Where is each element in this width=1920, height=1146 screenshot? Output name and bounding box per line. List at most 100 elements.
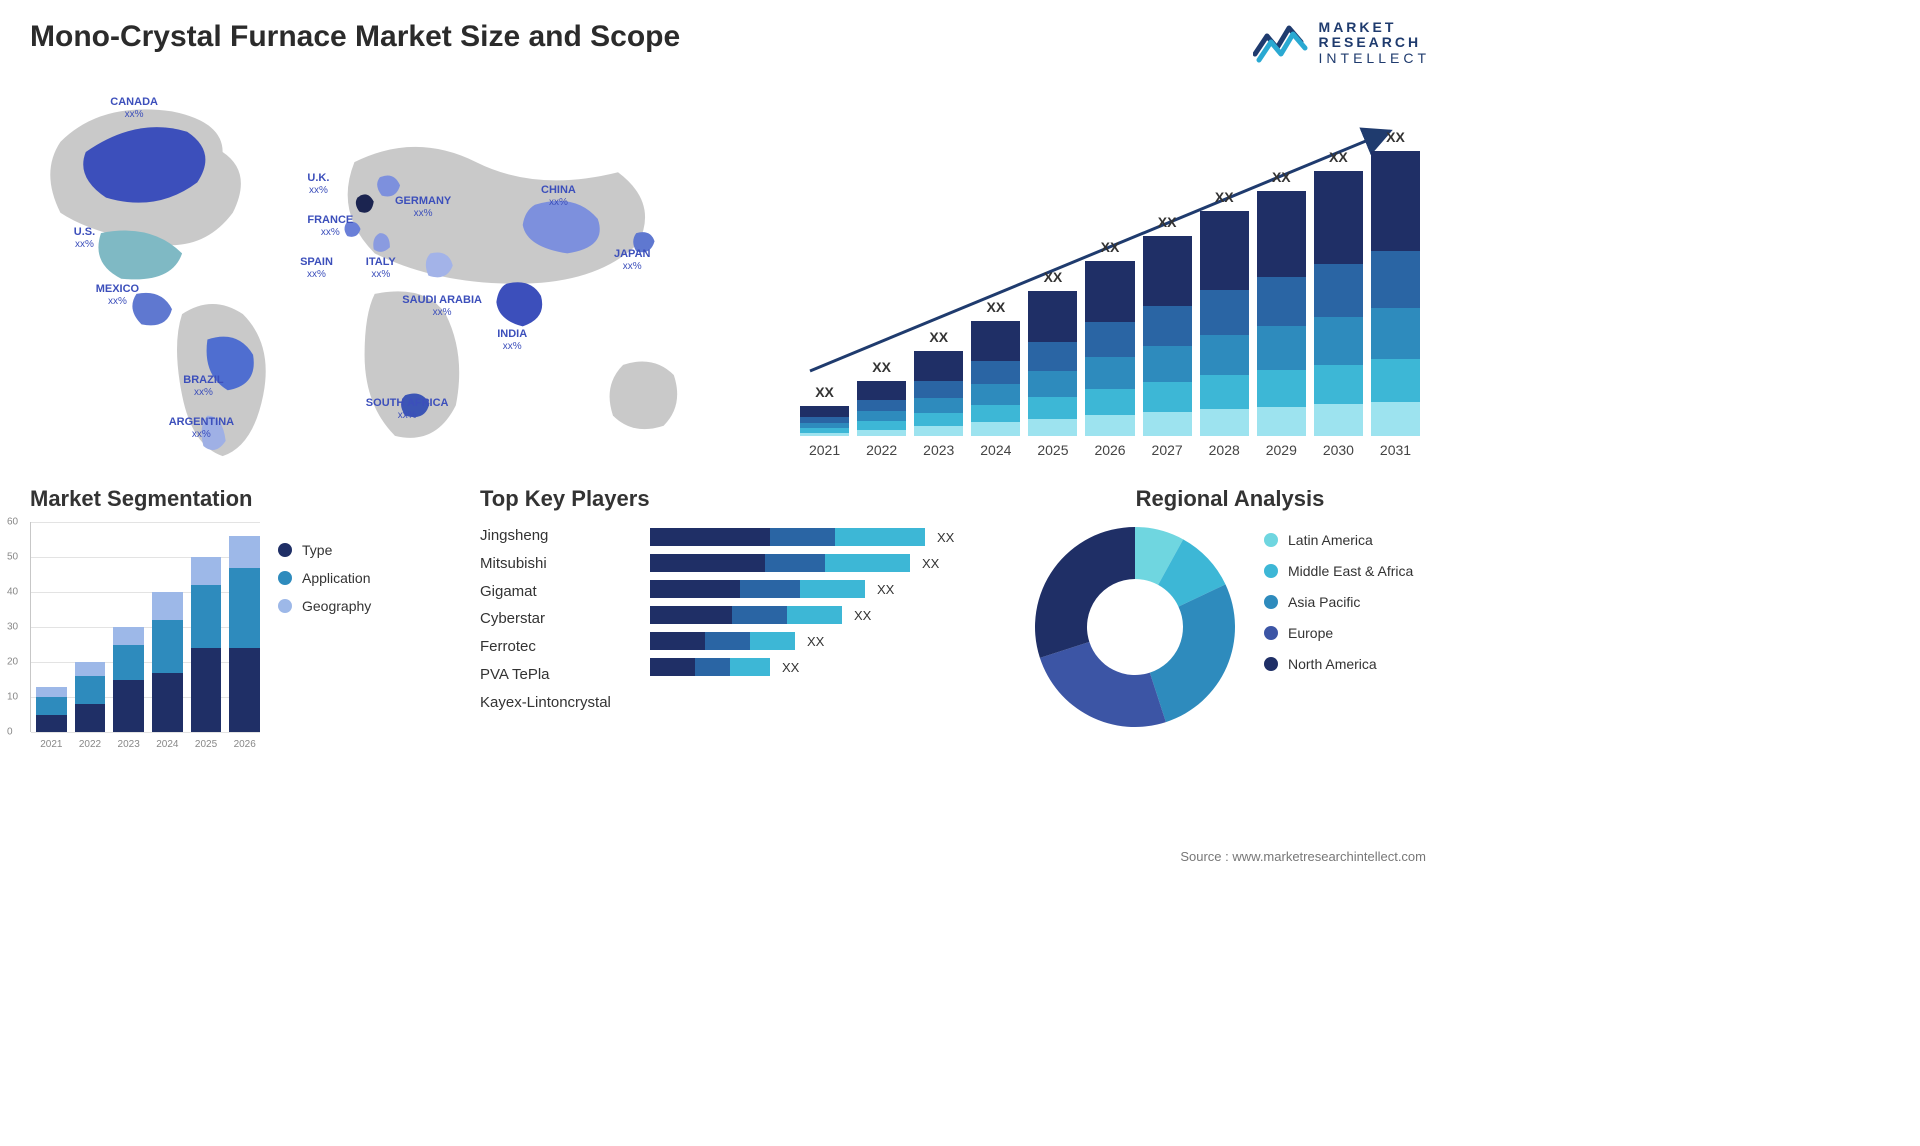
map-label: ARGENTINAxx% [169, 416, 234, 440]
map-label: BRAZILxx% [183, 374, 223, 398]
logo-line1: MARKET [1319, 20, 1430, 35]
growth-bar-value: XX [914, 329, 963, 345]
segmentation-bar: 2025 [191, 557, 222, 732]
growth-bar-year: 2021 [800, 442, 849, 458]
segmentation-xlabel: 2023 [113, 739, 144, 750]
player-name: PVA TePla [480, 661, 630, 689]
players-names: JingshengMitsubishiGigamatCyberstarFerro… [480, 522, 630, 716]
player-bar-value: XX [922, 556, 939, 571]
player-bar-row: XX [650, 528, 954, 546]
segmentation-bar: 2021 [36, 687, 67, 733]
legend-item: Application [278, 570, 371, 586]
page-title: Mono-Crystal Furnace Market Size and Sco… [30, 20, 680, 54]
players-bars: XX XX XX XX XX XX [650, 528, 954, 716]
segmentation-xlabel: 2025 [191, 739, 222, 750]
map-label: MEXICOxx% [96, 283, 139, 307]
segmentation-title: Market Segmentation [30, 486, 450, 512]
player-name: Cyberstar [480, 605, 630, 633]
growth-bar-value: XX [1028, 269, 1077, 285]
growth-bar-year: 2031 [1371, 442, 1420, 458]
segmentation-xlabel: 2022 [75, 739, 106, 750]
player-bar-value: XX [807, 634, 824, 649]
regional-title: Regional Analysis [1030, 486, 1430, 512]
player-name: Ferrotec [480, 633, 630, 661]
segmentation-xlabel: 2026 [229, 739, 260, 750]
segmentation-bar: 2023 [113, 627, 144, 732]
segmentation-bar: 2026 [229, 536, 260, 732]
growth-bar: XX2028 [1200, 211, 1249, 436]
growth-bar-value: XX [1085, 239, 1134, 255]
growth-bar: XX2023 [914, 351, 963, 436]
growth-bar-year: 2027 [1143, 442, 1192, 458]
legend-item: Geography [278, 598, 371, 614]
player-bar-value: XX [782, 660, 799, 675]
growth-bar: XX2029 [1257, 191, 1306, 436]
map-label: GERMANYxx% [395, 195, 451, 219]
growth-bar-value: XX [800, 384, 849, 400]
growth-bar-year: 2022 [857, 442, 906, 458]
regional-chart: Latin America Middle East & Africa Asia Pa… [1030, 522, 1430, 732]
source-text: Source : www.marketresearchintellect.com [1180, 849, 1426, 864]
growth-bar-year: 2023 [914, 442, 963, 458]
player-name: Gigamat [480, 578, 630, 606]
player-bar-row: XX [650, 606, 954, 624]
world-map-panel: CANADAxx% U.S.xx% MEXICOxx% BRAZILxx% ARGENT… [30, 81, 760, 461]
growth-bar-year: 2026 [1085, 442, 1134, 458]
legend-item: Type [278, 542, 371, 558]
donut-slice [1035, 527, 1135, 658]
logo-mark-icon [1253, 20, 1309, 66]
growth-bar: XX2021 [800, 406, 849, 436]
segmentation-bar: 2024 [152, 592, 183, 732]
map-label: CHINAxx% [541, 184, 576, 208]
growth-bar: XX2022 [857, 381, 906, 436]
growth-bar-value: XX [1371, 129, 1420, 145]
map-label: FRANCExx% [307, 214, 353, 238]
player-name: Kayex-Lintoncrystal [480, 689, 630, 717]
segmentation-bar: 2022 [75, 662, 106, 732]
growth-bar: XX2024 [971, 321, 1020, 436]
map-label: SAUDI ARABIAxx% [402, 294, 482, 318]
growth-bar: XX2026 [1085, 261, 1134, 436]
map-label: SPAINxx% [300, 256, 333, 280]
logo-line3: INTELLECT [1319, 51, 1430, 66]
segmentation-xlabel: 2021 [36, 739, 67, 750]
growth-bar-value: XX [857, 359, 906, 375]
map-label: SOUTH AFRICAxx% [366, 397, 449, 421]
regional-donut [1030, 522, 1240, 732]
player-bar-value: XX [937, 530, 954, 545]
growth-bar: XX2030 [1314, 171, 1363, 436]
legend-item: Asia Pacific [1264, 594, 1413, 610]
map-label: U.S.xx% [74, 226, 95, 250]
player-bar-row: XX [650, 658, 954, 676]
legend-item: Latin America [1264, 532, 1413, 548]
donut-slice [1150, 585, 1235, 723]
growth-bar-value: XX [1143, 214, 1192, 230]
segmentation-legend: Type Application Geography [278, 522, 371, 732]
growth-bar-year: 2030 [1314, 442, 1363, 458]
growth-bar: XX2025 [1028, 291, 1077, 436]
player-name: Jingsheng [480, 522, 630, 550]
player-bar-value: XX [877, 582, 894, 597]
growth-bar-value: XX [1257, 169, 1306, 185]
growth-bar: XX2031 [1371, 151, 1420, 436]
map-label: JAPANxx% [614, 248, 650, 272]
growth-bar-year: 2025 [1028, 442, 1077, 458]
legend-item: Middle East & Africa [1264, 563, 1413, 579]
logo-line2: RESEARCH [1319, 35, 1430, 50]
player-bar-row: XX [650, 580, 954, 598]
legend-item: Europe [1264, 625, 1413, 641]
map-label: INDIAxx% [497, 328, 527, 352]
player-bar-value: XX [854, 608, 871, 623]
map-label: CANADAxx% [110, 96, 158, 120]
growth-bar: XX2027 [1143, 236, 1192, 436]
growth-bar-year: 2028 [1200, 442, 1249, 458]
growth-bar-value: XX [1314, 149, 1363, 165]
segmentation-xlabel: 2024 [152, 739, 183, 750]
segmentation-axes: 0102030405060202120222023202420252026 [30, 522, 260, 732]
donut-slice [1040, 642, 1166, 727]
map-label: ITALYxx% [366, 256, 396, 280]
map-label: U.K.xx% [307, 172, 329, 196]
player-bar-row: XX [650, 632, 954, 650]
player-name: Mitsubishi [480, 550, 630, 578]
brand-logo: MARKET RESEARCH INTELLECT [1253, 20, 1430, 66]
